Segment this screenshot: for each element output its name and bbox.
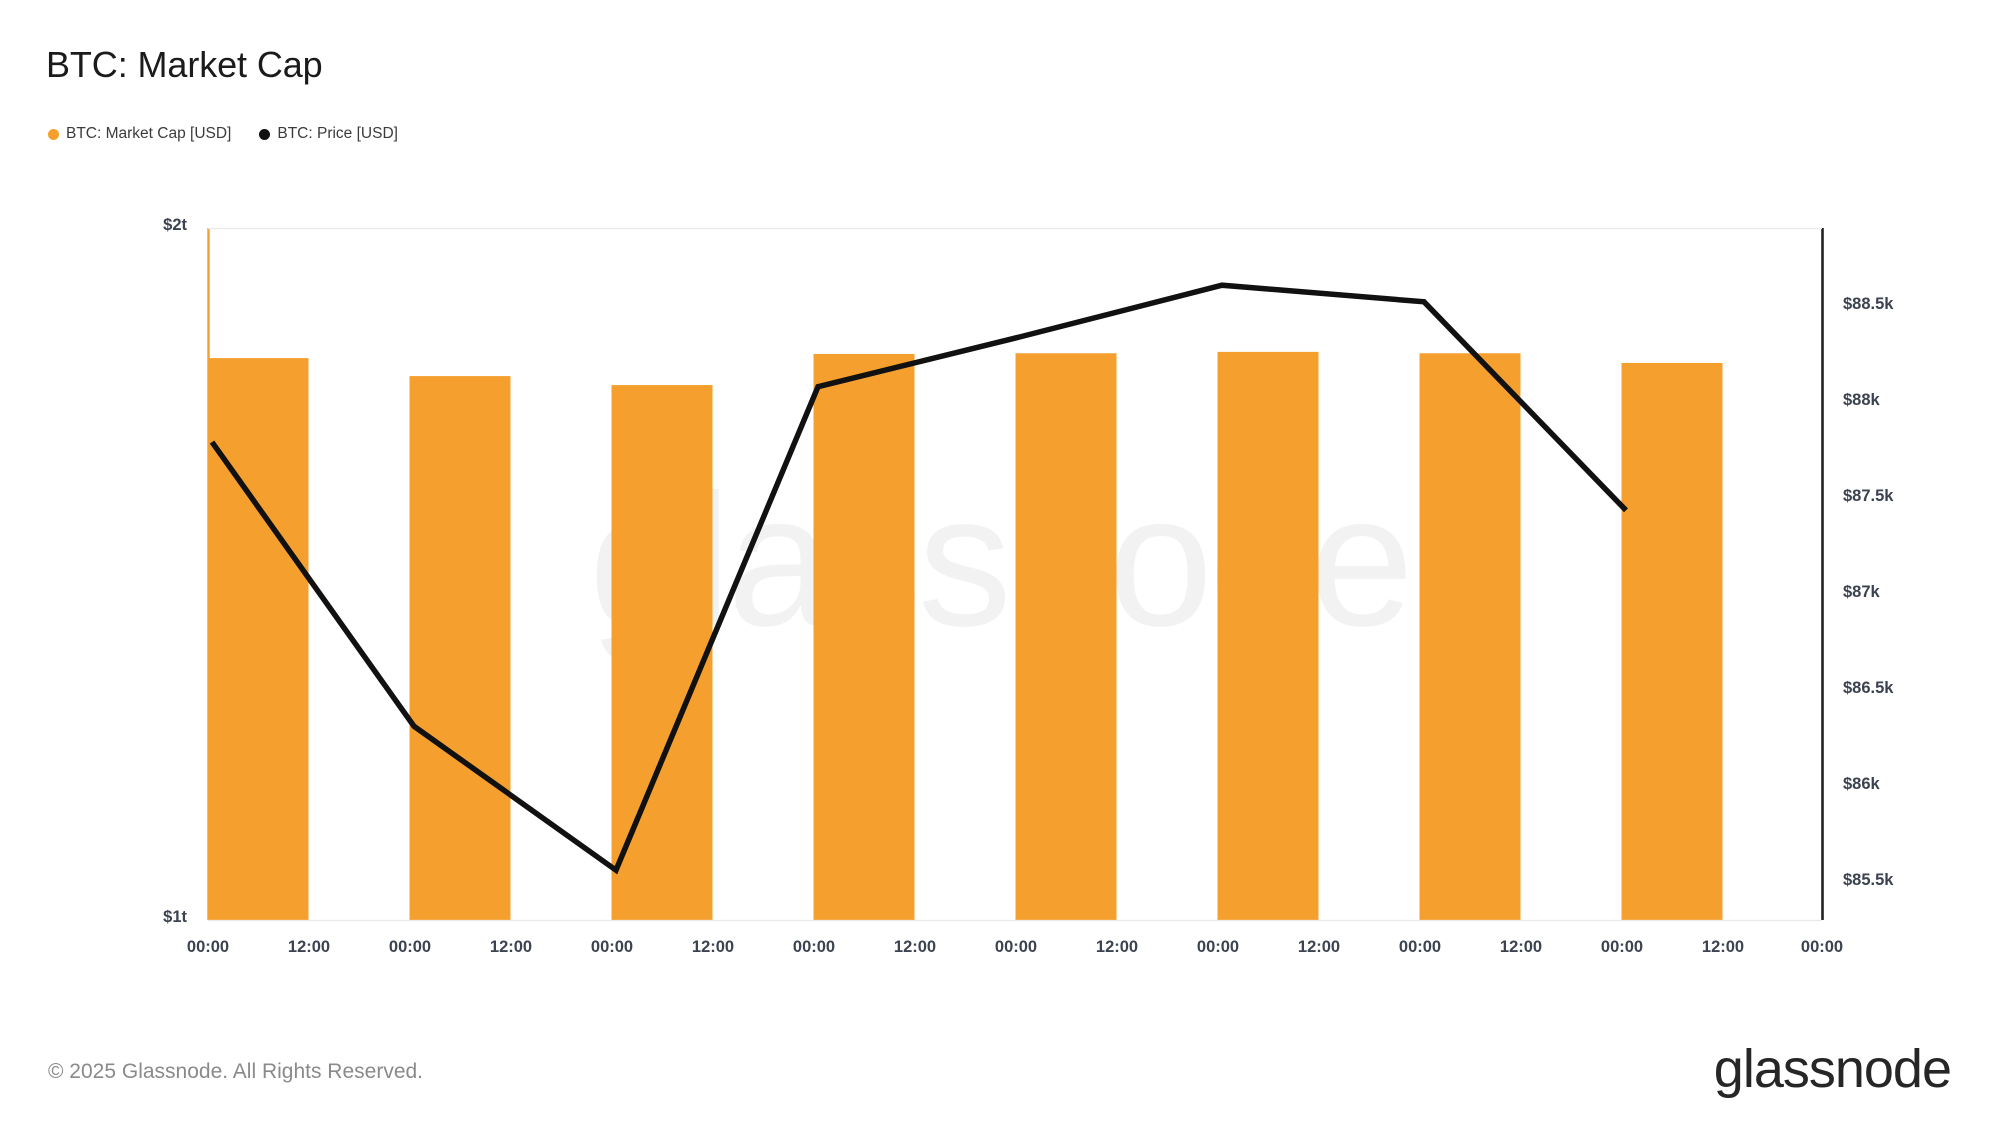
x-axis-tick-label: 12:00 <box>893 938 937 956</box>
x-axis-tick-label: 12:00 <box>1701 938 1745 956</box>
x-axis-tick-label: 00:00 <box>994 938 1038 956</box>
x-axis-tick-label: 12:00 <box>287 938 331 956</box>
legend-label: BTC: Price [USD] <box>277 125 398 142</box>
bar[interactable] <box>1217 351 1319 920</box>
x-axis-tick-label: 00:00 <box>1600 938 1644 956</box>
y-right-tick-label: $87k <box>1843 583 1880 601</box>
x-axis-tick-label: 12:00 <box>1095 938 1139 956</box>
y-left-tick-label: $1t <box>163 908 187 926</box>
x-axis-tick-label: 00:00 <box>1196 938 1240 956</box>
x-axis-tick-label: 12:00 <box>1499 938 1543 956</box>
x-axis-tick-label: 00:00 <box>186 938 230 956</box>
x-axis-tick-label: 12:00 <box>691 938 735 956</box>
legend-item-market-cap[interactable]: BTC: Market Cap [USD] <box>48 125 231 143</box>
circle-marker-icon <box>48 128 59 140</box>
price-line-series <box>209 282 1628 875</box>
bar[interactable] <box>1015 353 1117 920</box>
bar[interactable] <box>813 353 915 920</box>
chart-legend: BTC: Market Cap [USD] BTC: Price [USD] <box>48 125 398 143</box>
chart-canvas <box>207 227 1824 922</box>
bar[interactable] <box>1621 362 1723 920</box>
page-footer: © 2025 Glassnode. All Rights Reserved. g… <box>0 1010 1999 1125</box>
circle-marker-icon <box>259 128 271 140</box>
y-right-tick-label: $86.5k <box>1843 679 1894 697</box>
y-right-tick-label: $87.5k <box>1843 487 1894 505</box>
x-axis-tick-label: 00:00 <box>1398 938 1442 956</box>
x-axis-tick-label: 00:00 <box>792 938 836 956</box>
x-axis-tick-label: 00:00 <box>388 938 432 956</box>
legend-item-price[interactable]: BTC: Price [USD] <box>259 125 398 143</box>
x-axis-tick-label: 12:00 <box>1297 938 1341 956</box>
x-axis-tick-label: 00:00 <box>1800 938 1844 956</box>
x-axis-tick-label: 12:00 <box>489 938 533 956</box>
bar[interactable] <box>611 385 713 921</box>
legend-label: BTC: Market Cap [USD] <box>66 125 232 142</box>
page-title: BTC: Market Cap <box>46 44 323 85</box>
y-right-tick-label: $86k <box>1843 775 1880 793</box>
y-right-tick-label: $85.5k <box>1843 871 1894 889</box>
bar[interactable] <box>207 358 309 921</box>
chart-plot-area[interactable]: glassnode $2t $1t $88.5k $88k $87.5k $87… <box>0 0 1999 1010</box>
bar[interactable] <box>1419 353 1521 920</box>
bar[interactable] <box>409 376 511 921</box>
y-right-tick-label: $88.5k <box>1843 295 1894 313</box>
y-left-tick-label: $2t <box>163 216 187 234</box>
glassnode-logo: glassnode <box>1713 1039 1952 1099</box>
copyright-text: © 2025 Glassnode. All Rights Reserved. <box>48 1060 424 1083</box>
x-axis-tick-label: 00:00 <box>590 938 634 956</box>
y-right-tick-label: $88k <box>1843 391 1880 409</box>
bar-series <box>207 351 1723 921</box>
